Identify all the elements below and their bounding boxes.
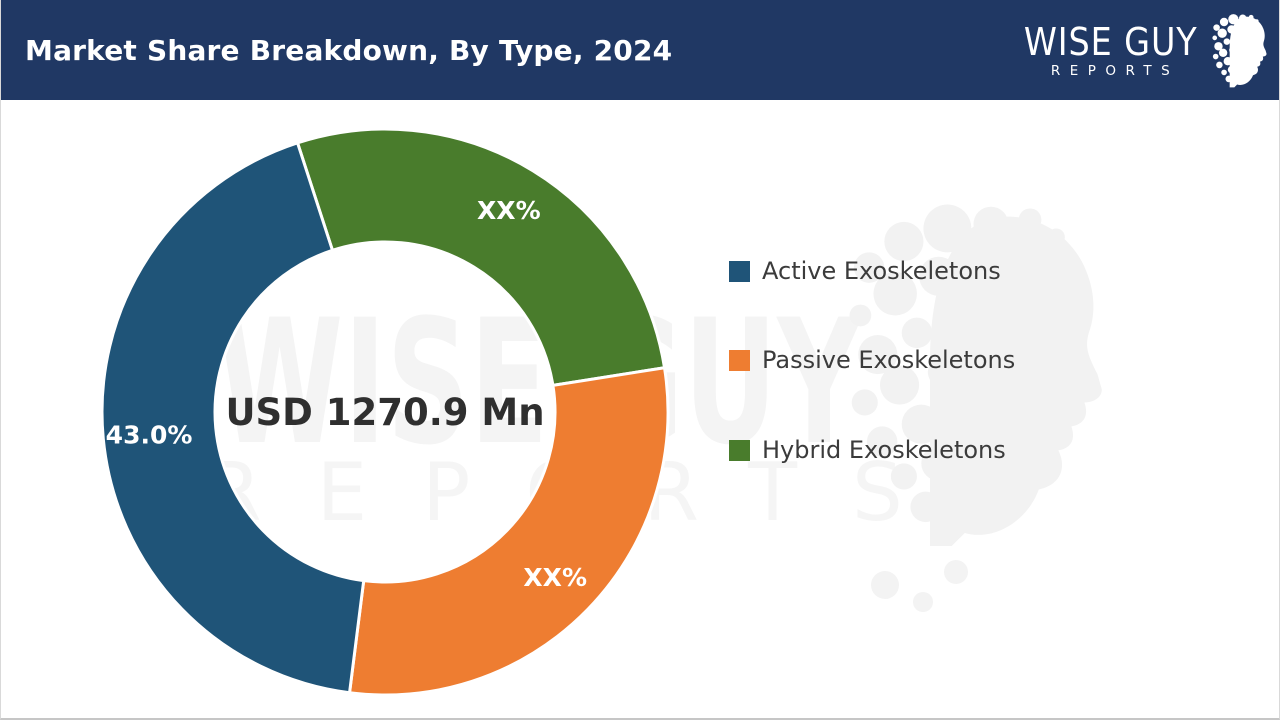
legend-swatch-icon [729,439,750,461]
legend-label: Hybrid Exoskeletons [762,436,1006,464]
legend-label: Passive Exoskeletons [762,346,1016,374]
brand-face-icon [1212,14,1267,88]
slice-percent-label: 43.0% [106,420,193,449]
brand-logo-text: WISE GUY REPORTS [1012,22,1209,79]
legend-label: Active Exoskeletons [762,257,1001,285]
brand-name: WISE GUY [1023,19,1198,64]
legend-swatch-icon [729,349,750,371]
slice-percent-label: XX% [523,563,587,592]
donut-chart: XX% XX% 43.0% USD 1270.9 Mn [100,127,670,697]
donut-slice-hybrid-exoskeletons [296,127,667,387]
legend-item-active-exoskeletons: Active Exoskeletons [729,256,1001,286]
page-title: Market Share Breakdown, By Type, 2024 [25,33,673,67]
brand-logo: WISE GUY REPORTS [1012,0,1267,100]
donut-slice-passive-exoskeletons [348,366,670,697]
legend-item-passive-exoskeletons: Passive Exoskeletons [729,345,1015,375]
header: Market Share Breakdown, By Type, 2024 WI… [1,0,1279,100]
brand-subtitle: REPORTS [1050,62,1180,79]
slice-percent-label: XX% [477,196,541,225]
donut-center-label: USD 1270.9 Mn [225,391,544,434]
legend-item-hybrid-exoskeletons: Hybrid Exoskeletons [729,435,1006,465]
donut-slice-active-exoskeletons [100,141,366,695]
legend-swatch-icon [729,260,750,282]
